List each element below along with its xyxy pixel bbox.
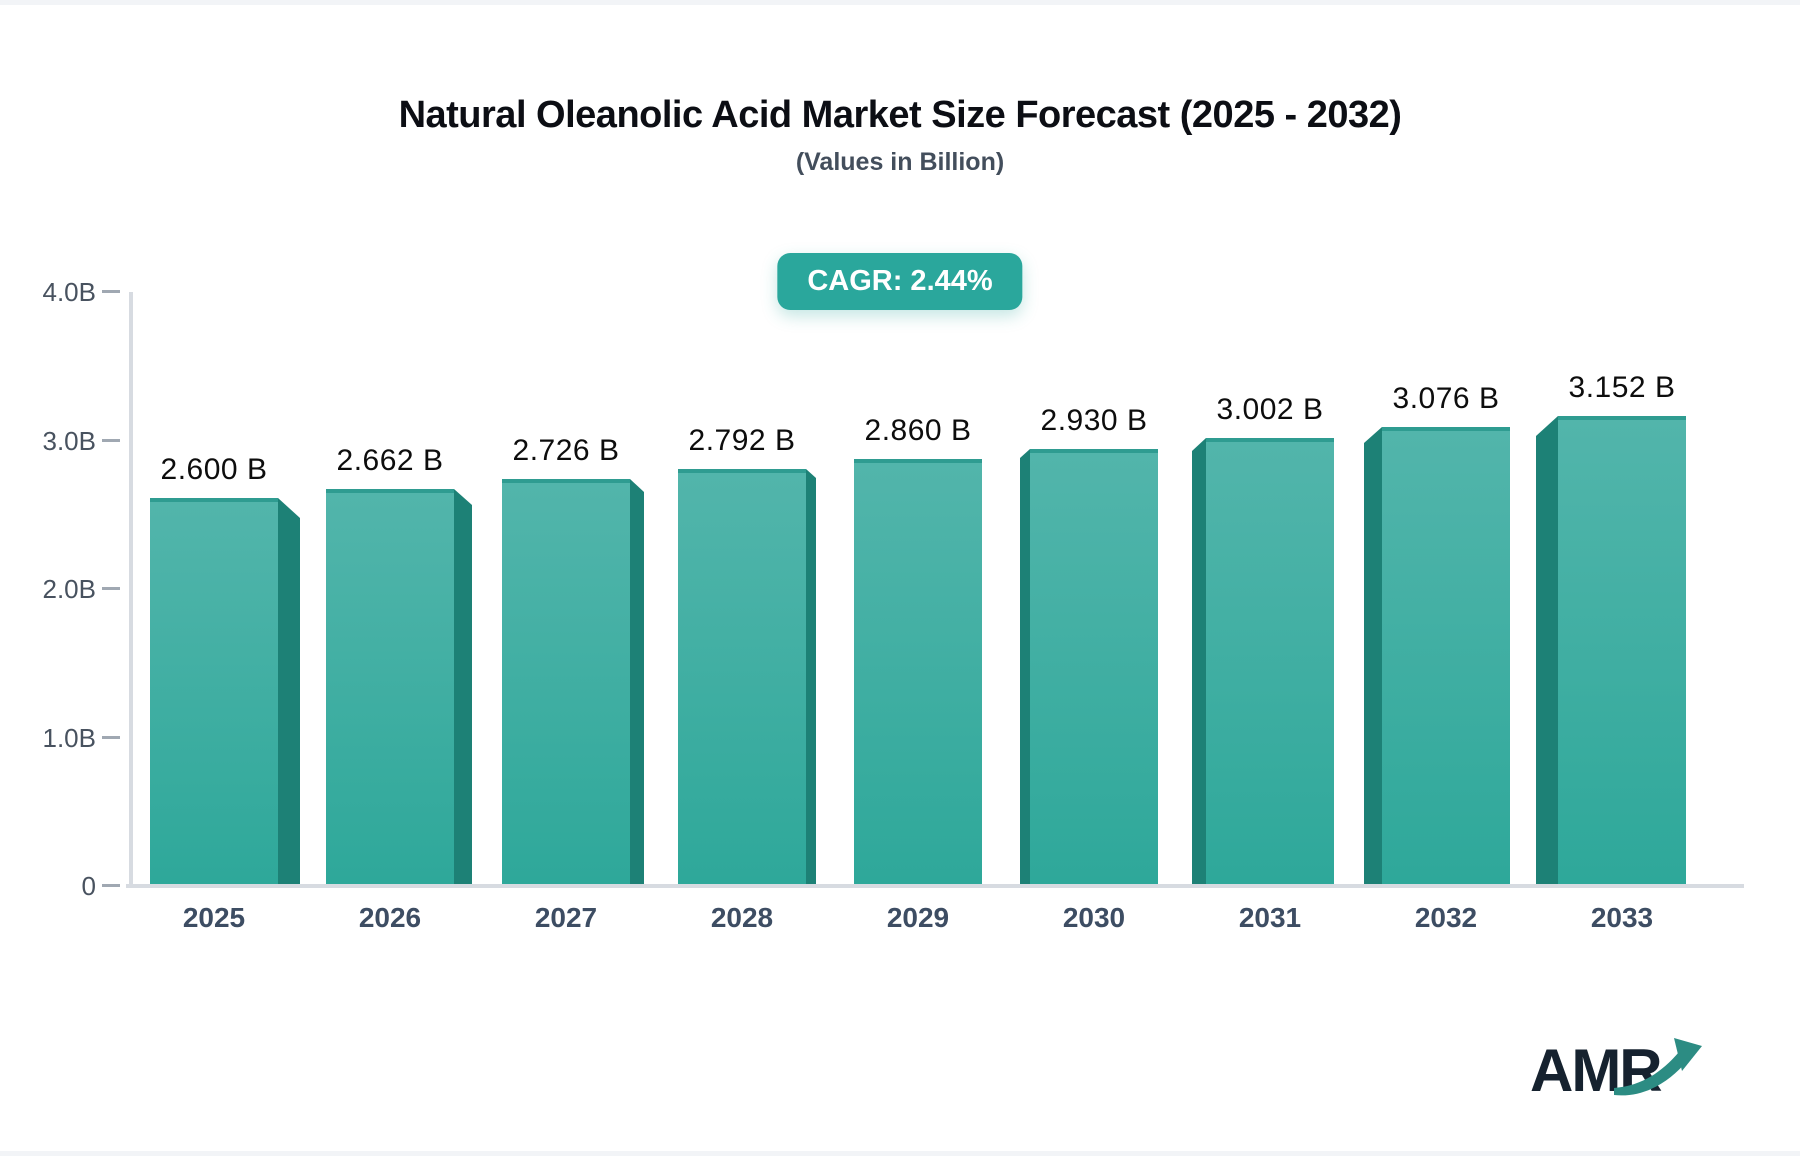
- bar-value-label: 2.792 B: [688, 424, 796, 457]
- x-axis-label-2031: 2031: [1238, 902, 1302, 933]
- x-axis-label-2032: 2032: [1414, 902, 1478, 933]
- bar-2032: [1382, 427, 1510, 884]
- bar-side-face: [278, 498, 300, 884]
- bar-side-face: [1536, 416, 1558, 884]
- cagr-badge: CAGR: 2.44%: [777, 253, 1023, 310]
- bar-2025: [150, 498, 278, 884]
- bar-value-label: 3.076 B: [1392, 382, 1500, 415]
- y-axis-line: [129, 292, 133, 886]
- top-edge-strip: [0, 0, 1800, 5]
- bar-2028: [678, 469, 806, 884]
- bar-value-label: 3.002 B: [1216, 393, 1324, 426]
- x-axis-label-2026: 2026: [358, 902, 422, 933]
- y-axis-tick-mark: [102, 735, 120, 739]
- bar-2033: [1558, 416, 1686, 884]
- bar-2029: [854, 459, 982, 884]
- bar-value-label: 2.860 B: [864, 414, 972, 447]
- bar-value-label: 2.600 B: [160, 453, 268, 486]
- y-axis-tick-mark: [102, 884, 120, 887]
- chart-title: Natural Oleanolic Acid Market Size Forec…: [398, 94, 1402, 136]
- chart-subtitle: (Values in Billion): [795, 148, 1005, 176]
- y-axis-tick-label: 2.0B: [42, 574, 97, 604]
- bar-2027: [502, 479, 630, 884]
- bar-side-face: [1192, 438, 1206, 884]
- y-axis-tick-mark: [102, 438, 120, 442]
- x-axis-label-2025: 2025: [182, 902, 246, 933]
- bar-side-face: [1364, 427, 1382, 884]
- bar-value-label: 2.726 B: [512, 434, 620, 467]
- bar-side-face: [806, 469, 816, 884]
- bottom-edge-strip: [0, 1151, 1800, 1156]
- amr-logo-arrowhead: [1674, 1038, 1702, 1071]
- x-axis-label-2029: 2029: [886, 902, 950, 933]
- amr-logo-arrow-swoosh: [1614, 1052, 1688, 1096]
- y-axis-tick-label: 4.0B: [42, 277, 97, 307]
- bar-value-label: 2.930 B: [1040, 404, 1148, 437]
- amr-logo: AMR: [1530, 1037, 1702, 1104]
- bar-value-label: 3.152 B: [1568, 371, 1676, 404]
- bar-value-label: 2.662 B: [336, 444, 444, 477]
- y-axis-tick-label: 3.0B: [42, 425, 97, 456]
- amr-logo-text: AMR: [1530, 1037, 1662, 1104]
- x-axis-label-2030: 2030: [1062, 902, 1126, 933]
- bar-side-face: [630, 479, 644, 884]
- x-axis-label-2028: 2028: [710, 902, 774, 933]
- y-axis-tick-label: 0: [81, 871, 96, 901]
- bar-2026: [326, 489, 454, 884]
- y-axis-tick-label: 1.0B: [42, 722, 97, 753]
- bar-2031: [1206, 438, 1334, 884]
- x-axis-label-2027: 2027: [534, 902, 598, 933]
- bar-side-face: [1020, 449, 1030, 884]
- x-axis-label-2033: 2033: [1590, 902, 1654, 933]
- y-axis-tick-mark: [102, 587, 120, 590]
- bar-side-face: [454, 489, 472, 884]
- bar-2030: [1030, 449, 1158, 884]
- y-axis-tick-mark: [102, 290, 120, 293]
- x-axis-line: [126, 884, 1744, 888]
